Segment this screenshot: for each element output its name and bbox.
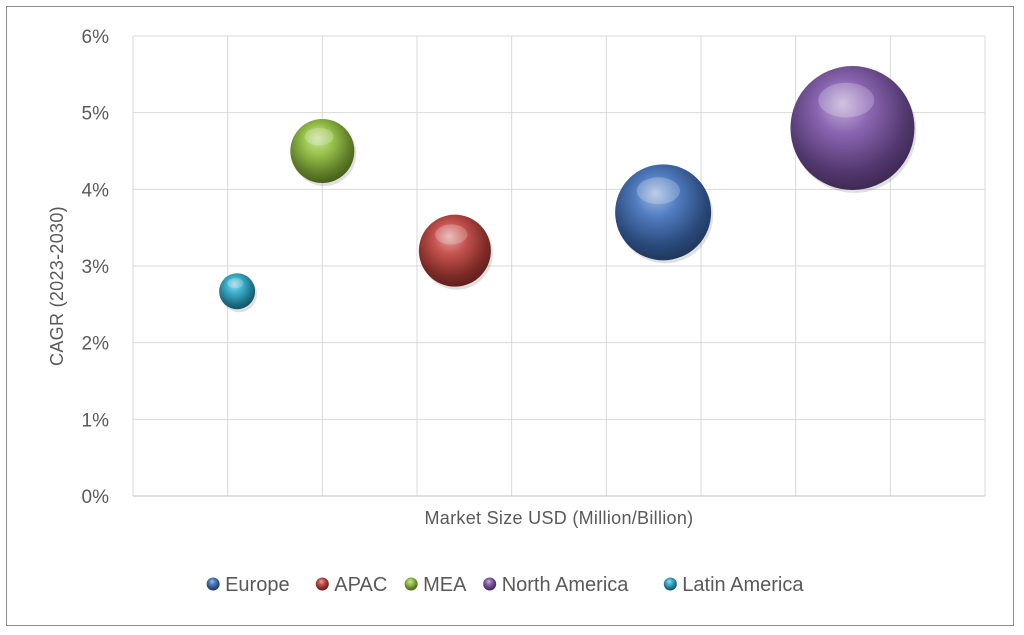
bubble-europe <box>615 164 712 261</box>
y-axis-ticks: 0% 1% 2% 3% 4% 5% 6% <box>82 27 110 508</box>
bubble-highlight <box>435 224 468 245</box>
x-axis-title: Market Size USD (Million/Billion) <box>425 508 694 528</box>
legend-label: North America <box>502 574 630 596</box>
legend-item-apac: APAC <box>315 574 387 596</box>
legend-item-mea: MEA <box>404 574 467 596</box>
bubble-north-america <box>790 66 915 190</box>
bubble-latin-america <box>219 273 256 310</box>
legend-label: MEA <box>423 574 467 596</box>
y-tick-label: 0% <box>82 487 110 508</box>
y-tick-label: 6% <box>82 27 110 48</box>
bubble-highlight <box>818 82 875 118</box>
legend-item-latin-america: Latin America <box>663 574 804 596</box>
y-tick-label: 3% <box>82 257 110 278</box>
bubble-highlight <box>636 177 680 205</box>
legend-marker <box>663 577 677 591</box>
legend-marker <box>483 577 497 591</box>
y-tick-label: 2% <box>82 334 110 355</box>
y-tick-label: 5% <box>82 104 110 125</box>
legend-label: APAC <box>334 574 387 596</box>
legend-label: Latin America <box>682 574 804 596</box>
y-tick-label: 1% <box>82 410 110 431</box>
bubble-apac <box>418 214 491 287</box>
legend-label: Europe <box>225 574 290 596</box>
bubbles <box>219 66 917 313</box>
legend-item-europe: Europe <box>206 574 290 596</box>
y-axis-title: CAGR (2023-2030) <box>47 206 67 366</box>
bubble-highlight <box>304 127 334 146</box>
bubble-highlight <box>227 278 244 289</box>
legend-item-north-america: North America <box>483 574 629 596</box>
y-tick-label: 4% <box>82 180 110 201</box>
legend: Europe APAC MEA North America Latin America <box>206 574 804 596</box>
legend-marker <box>315 577 329 591</box>
bubble-mea <box>290 119 355 183</box>
legend-marker <box>206 577 220 591</box>
legend-marker <box>404 577 418 591</box>
